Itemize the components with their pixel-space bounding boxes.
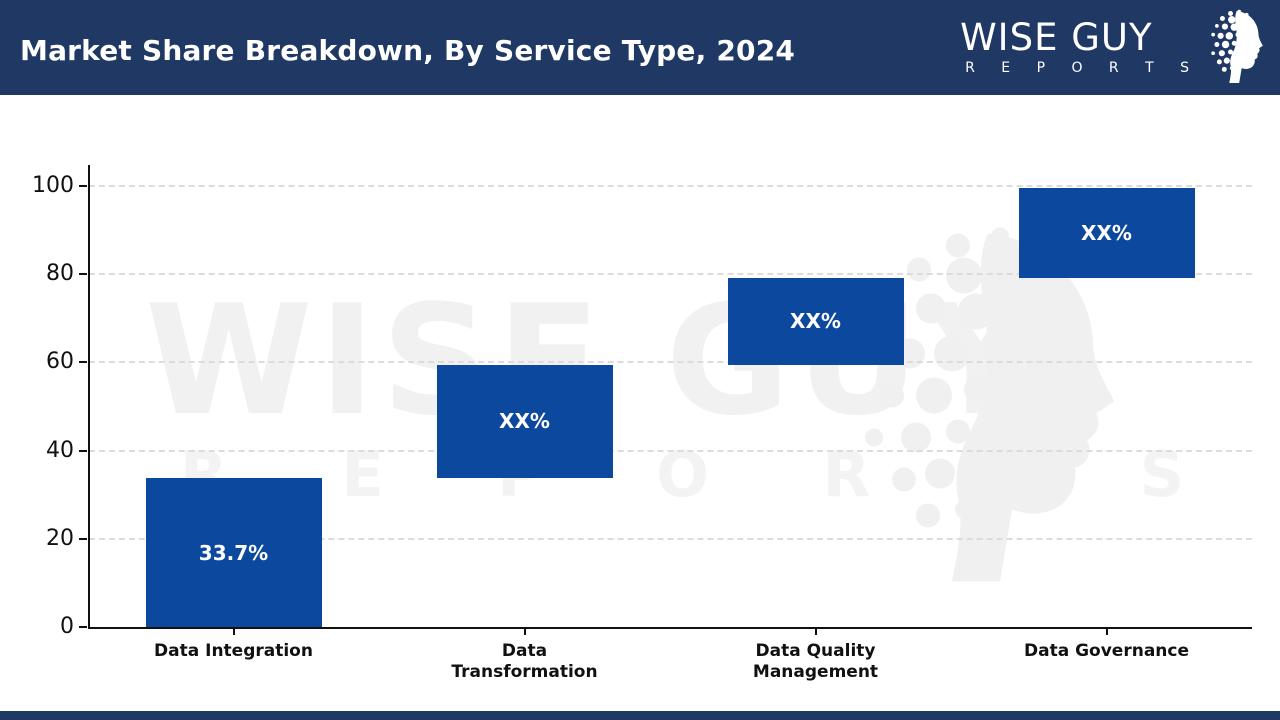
category-label-2: Data Quality Management: [752, 641, 879, 683]
y-tick-label-100: 100: [32, 173, 74, 198]
x-tick-3: [1105, 627, 1108, 635]
header-band: Market Share Breakdown, By Service Type,…: [0, 0, 1280, 95]
y-tick-label-80: 80: [46, 261, 74, 287]
gridline-60: [89, 361, 1252, 364]
logo-wordmark: WISE GUY: [960, 16, 1153, 60]
bar-value-label: XX%: [1081, 220, 1132, 245]
y-tick-label-20: 20: [46, 525, 74, 551]
y-tick-label-40: 40: [46, 437, 74, 463]
category-label-1: Data Transformation: [451, 641, 598, 683]
wise-guy-reports-logo: WISE GUY R E P O R T S: [960, 6, 1264, 88]
y-tick-label-0: 0: [60, 614, 74, 639]
bar-value-label: XX%: [499, 409, 550, 434]
y-tick-0: [79, 626, 87, 628]
logo-text: WISE GUY R E P O R T S: [960, 16, 1200, 76]
y-tick-60: [79, 361, 87, 364]
bar-data-quality-management: XX%: [727, 277, 904, 365]
dotted-face-profile-icon: [1211, 9, 1263, 83]
y-axis-line: [88, 165, 90, 629]
gridline-100: [89, 185, 1252, 187]
y-tick-40: [79, 449, 87, 452]
x-tick-2: [814, 627, 817, 635]
y-tick-100: [79, 185, 87, 187]
category-label-3: Data Governance: [1023, 641, 1189, 661]
bar-data-governance: XX%: [1018, 188, 1195, 278]
chart-title: Market Share Breakdown, By Service Type,…: [20, 34, 796, 67]
x-tick-0: [232, 627, 235, 635]
gridline-20: [89, 537, 1252, 540]
bar-data-integration: 33.7%: [145, 478, 322, 627]
y-tick-20: [79, 537, 87, 540]
logo-subtitle: R E P O R T S: [965, 59, 1200, 76]
y-tick-label-60: 60: [46, 349, 74, 375]
y-tick-80: [79, 273, 87, 276]
bar-data-transformation: XX%: [436, 364, 613, 479]
gridline-80: [89, 273, 1252, 276]
category-label-0: Data Integration: [154, 641, 313, 661]
plot-area: 0 20 40 60 80 100 33.7% Data Integration XX% Data…: [0, 95, 1280, 712]
bar-value-label: 33.7%: [198, 540, 269, 565]
x-axis-line: [88, 627, 1252, 629]
gridline-40: [89, 449, 1252, 452]
bar-value-label: XX%: [790, 309, 841, 334]
footer-band: [0, 711, 1280, 720]
x-tick-1: [523, 627, 526, 635]
